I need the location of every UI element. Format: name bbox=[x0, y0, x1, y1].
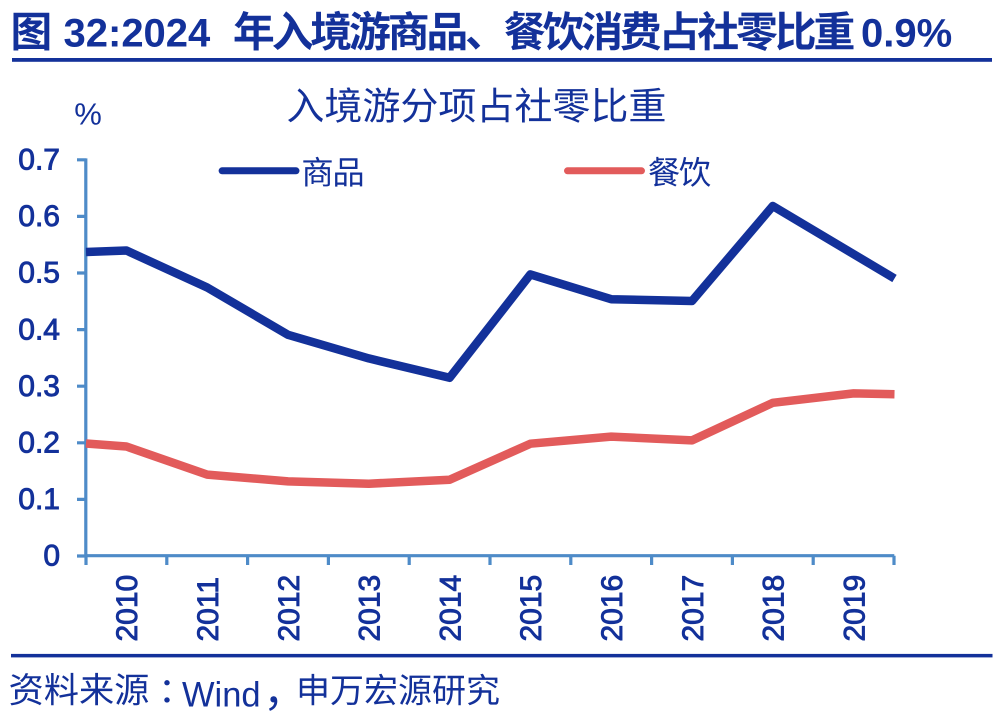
svg-text:0: 0 bbox=[43, 540, 60, 573]
svg-text:0.5: 0.5 bbox=[18, 257, 60, 290]
svg-text:0.6: 0.6 bbox=[18, 200, 60, 233]
svg-text:0.1: 0.1 bbox=[18, 483, 60, 516]
svg-text:2018: 2018 bbox=[758, 575, 791, 642]
svg-text:2011: 2011 bbox=[192, 577, 225, 642]
svg-text:2014: 2014 bbox=[434, 575, 467, 642]
svg-text:2017: 2017 bbox=[677, 575, 710, 642]
svg-text:Wind: Wind bbox=[182, 675, 261, 714]
svg-text:0.2: 0.2 bbox=[18, 427, 60, 460]
svg-text:2019: 2019 bbox=[838, 575, 871, 642]
svg-text:2013: 2013 bbox=[354, 575, 387, 642]
svg-text:%: % bbox=[74, 96, 102, 131]
svg-text:0.9%: 0.9% bbox=[861, 12, 952, 56]
svg-text:2016: 2016 bbox=[596, 575, 629, 642]
svg-text:2012: 2012 bbox=[273, 575, 306, 642]
svg-text:2015: 2015 bbox=[515, 575, 548, 642]
svg-text:0.4: 0.4 bbox=[18, 313, 60, 346]
svg-text:0.7: 0.7 bbox=[18, 144, 60, 177]
svg-text:32:2024: 32:2024 bbox=[64, 12, 212, 56]
svg-text:2010: 2010 bbox=[111, 575, 144, 642]
svg-text:0.3: 0.3 bbox=[18, 370, 60, 403]
